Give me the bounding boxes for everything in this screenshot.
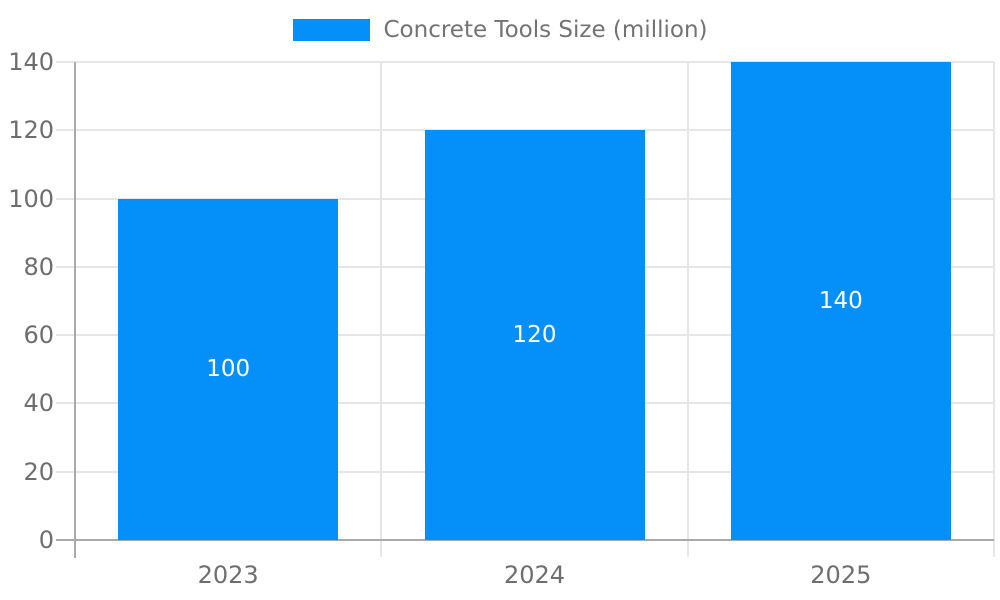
gridline-horizontal <box>56 129 994 132</box>
legend[interactable]: Concrete Tools Size (million) <box>0 17 1000 43</box>
y-axis-tick-label: 120 <box>8 116 54 145</box>
y-axis-tick-label: 40 <box>23 389 54 418</box>
bar[interactable]: 120 <box>424 130 645 540</box>
x-axis-tick-label: 2024 <box>503 561 566 589</box>
gridline-horizontal <box>56 61 994 63</box>
plot-area: 0 20 40 60 80 100 120 140 100 2023 120 2024 140 2025 <box>8 49 995 589</box>
gridline-vertical <box>993 62 995 557</box>
x-axis-line <box>56 539 994 541</box>
x-axis-tick-label: 2023 <box>197 561 259 589</box>
bar-value-label: 120 <box>512 322 557 349</box>
y-axis-tick-label: 140 <box>8 48 54 76</box>
y-axis-tick-label: 60 <box>23 321 54 350</box>
bar-value-label: 100 <box>206 356 251 383</box>
bar-value-label: 140 <box>818 288 863 314</box>
x-axis-tick-label: 2025 <box>810 561 872 589</box>
bar[interactable]: 100 <box>118 198 339 540</box>
bar[interactable]: 140 <box>730 62 951 540</box>
y-axis-tick-label: 20 <box>23 457 54 486</box>
y-axis-tick-label: 80 <box>23 252 54 281</box>
legend-label: Concrete Tools Size (million) <box>383 17 708 43</box>
gridline-vertical <box>380 62 383 557</box>
gridline-vertical <box>686 62 689 557</box>
legend-swatch <box>292 19 370 41</box>
y-axis-line <box>74 62 76 558</box>
y-axis-tick-label: 100 <box>8 184 54 213</box>
y-axis-tick-label: 0 <box>38 526 54 554</box>
